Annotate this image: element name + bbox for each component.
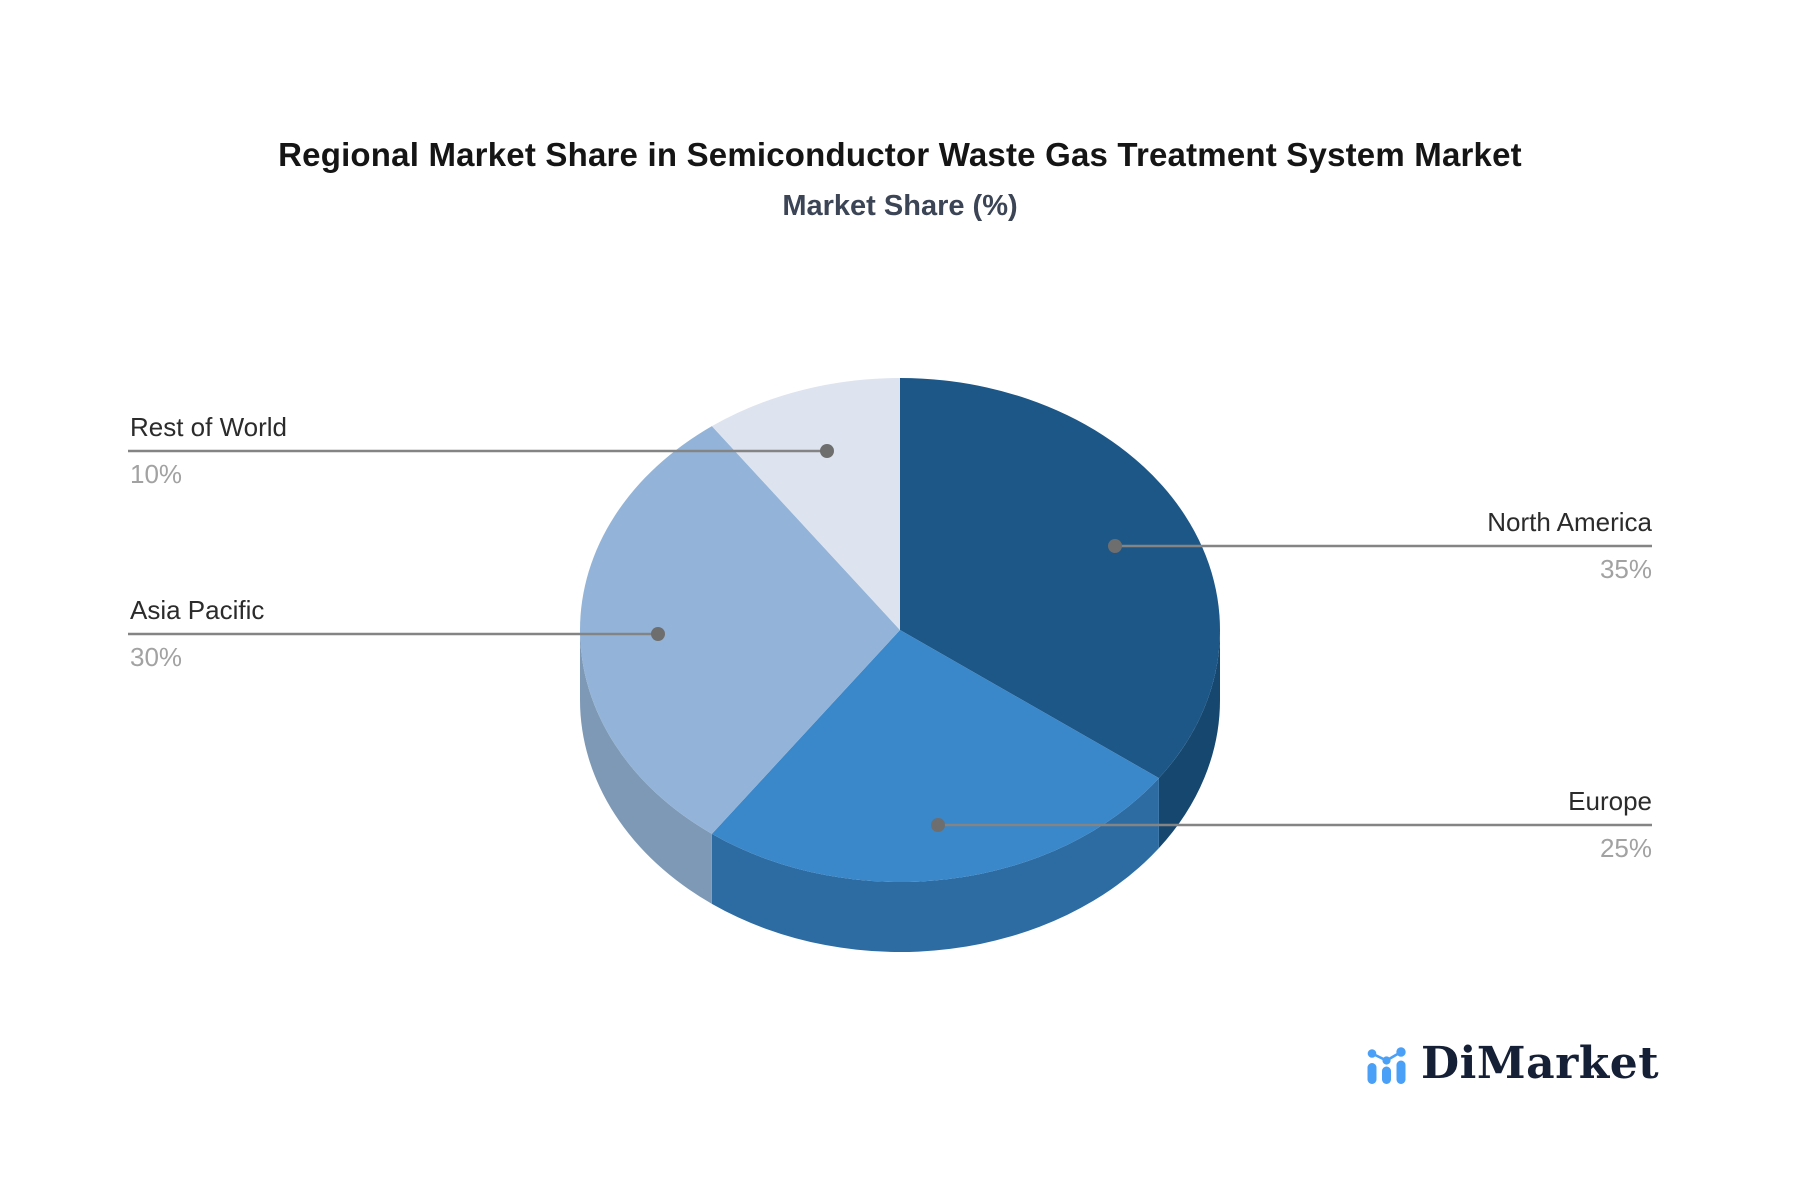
slice-value-north-america: 35% bbox=[1599, 554, 1652, 584]
pie-slice-north-america[interactable] bbox=[900, 378, 1220, 779]
slice-label-asia-pacific: Asia Pacific bbox=[130, 595, 265, 625]
callout-asia-pacific bbox=[128, 627, 665, 641]
slice-value-asia-pacific: 30% bbox=[130, 642, 183, 672]
chart-subtitle: Market Share (%) bbox=[782, 190, 1018, 222]
slice-label-europe: Europe bbox=[1568, 786, 1652, 816]
slice-label-rest-of-world: Rest of World bbox=[130, 412, 288, 442]
pie-slice-side-north-america bbox=[1158, 630, 1220, 849]
callout-north-america bbox=[1108, 539, 1652, 553]
slice-label-north-america: North America bbox=[1487, 507, 1652, 537]
pie-slice-side-europe bbox=[711, 778, 1159, 953]
callout-rest-of-world bbox=[128, 444, 834, 458]
chart-title: Regional Market Share in Semiconductor W… bbox=[278, 136, 1522, 173]
callout-europe bbox=[931, 818, 1652, 832]
bar-chart-logo-icon bbox=[1367, 1047, 1406, 1084]
pie-slice-europe[interactable] bbox=[711, 630, 1159, 883]
dimarket-logo-text: DiMarket bbox=[1421, 1038, 1660, 1089]
slice-value-rest-of-world: 10% bbox=[130, 459, 183, 489]
slice-value-europe: 25% bbox=[1599, 833, 1652, 863]
pie-slice-side-asia-pacific bbox=[580, 630, 712, 904]
pie-slice-asia-pacific[interactable] bbox=[579, 426, 900, 834]
dimarket-logo: DiMarket bbox=[1366, 1038, 1660, 1089]
pie-slice-rest-of-world[interactable] bbox=[711, 378, 900, 630]
logo-icon-shapes bbox=[1367, 1047, 1406, 1084]
